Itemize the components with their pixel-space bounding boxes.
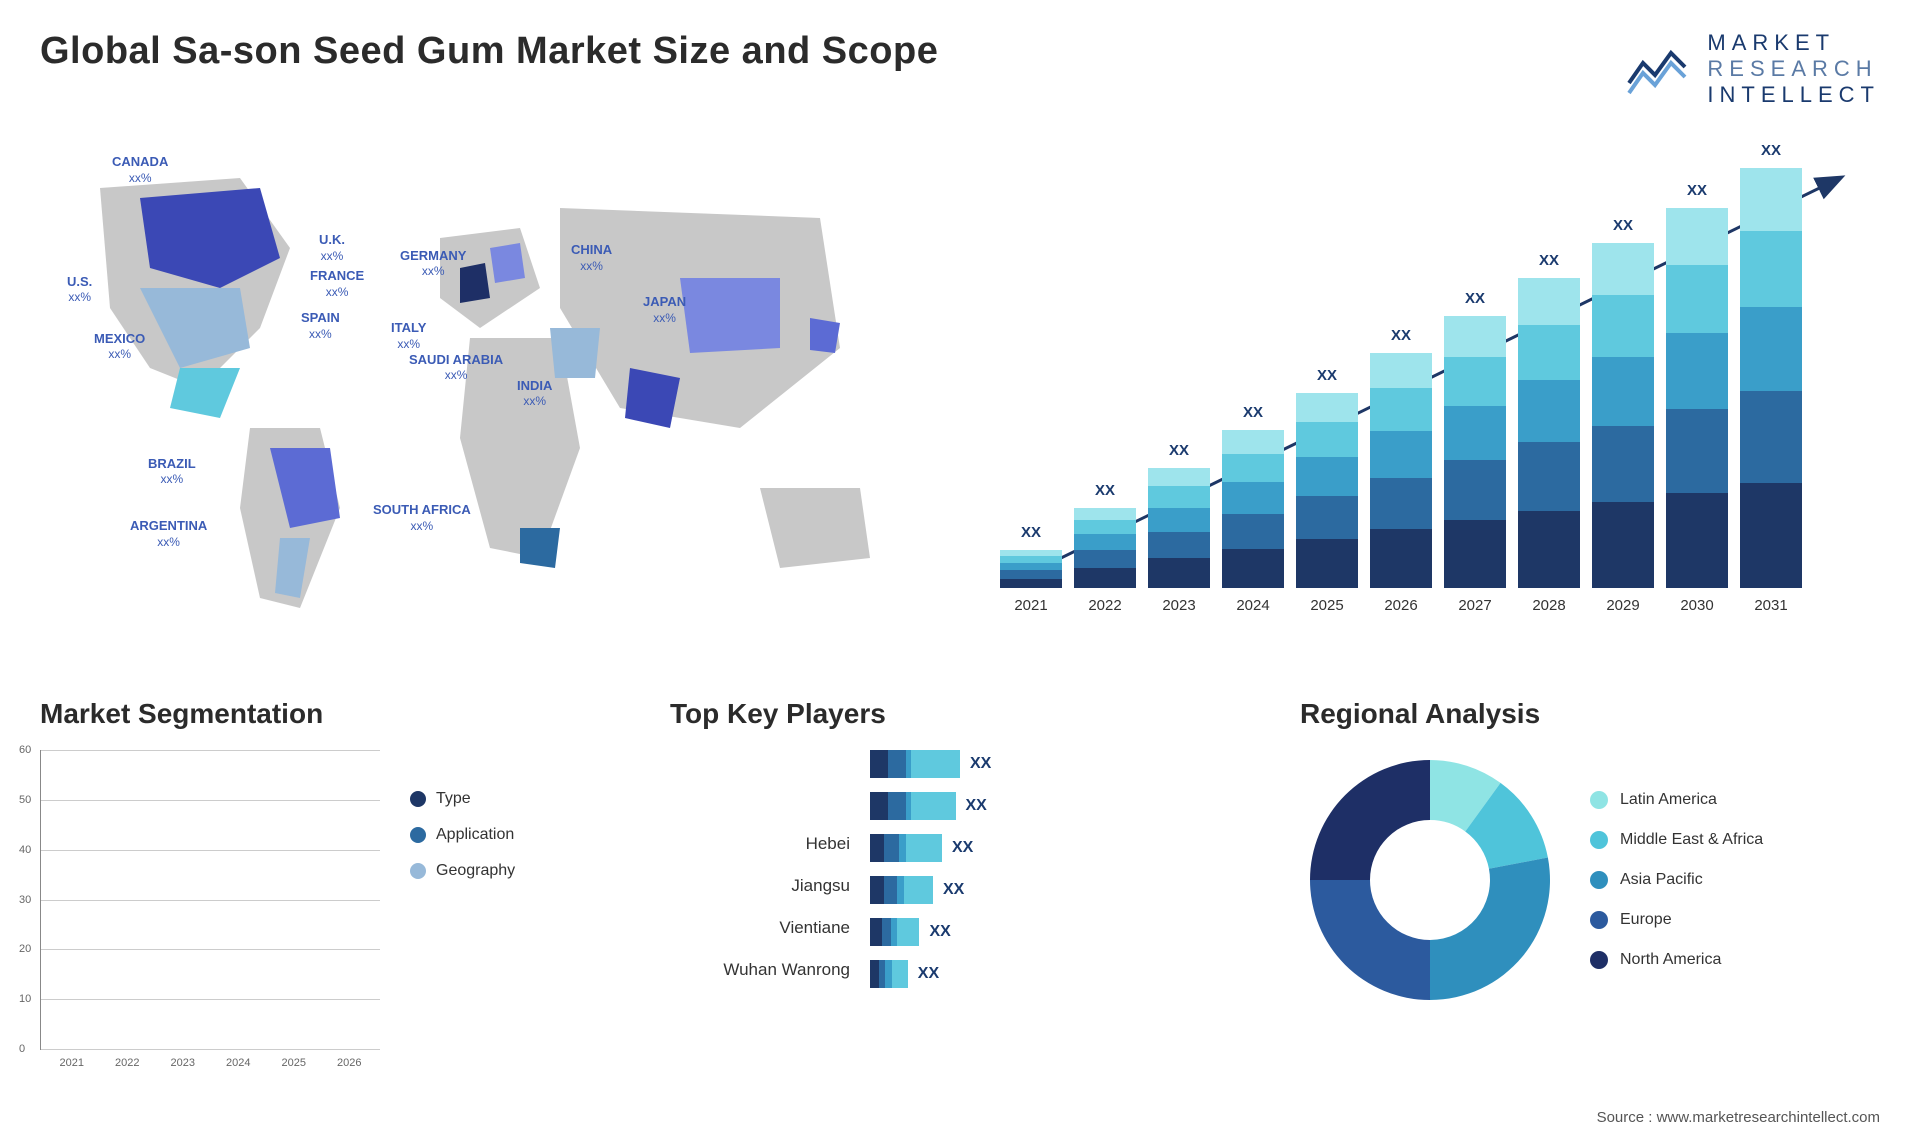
- country-label: U.S.xx%: [67, 274, 92, 305]
- logo-line3: INTELLECT: [1707, 82, 1880, 108]
- growth-bar: XX2023: [1148, 468, 1210, 588]
- growth-bar: XX2031: [1740, 168, 1802, 588]
- source-text: Source : www.marketresearchintellect.com: [1597, 1109, 1880, 1126]
- players-panel: Top Key Players Hebei Jiangsu Vientiane Wuh…: [670, 698, 1250, 1050]
- country-label: SAUDI ARABIAxx%: [409, 352, 503, 383]
- country-label: CANADAxx%: [112, 154, 168, 185]
- country-label: U.K.xx%: [319, 232, 345, 263]
- player-bars: XX XX XX XX XX XX: [870, 750, 1250, 988]
- segmentation-chart: 202120222023202420252026 0102030405060: [40, 750, 380, 1050]
- growth-bar: XX2021: [1000, 550, 1062, 588]
- growth-bar: XX2025: [1296, 393, 1358, 588]
- world-map: CANADAxx% U.S.xx% MEXICOxx% BRAZILxx% ARGENT…: [40, 128, 940, 648]
- legend-item: Latin America: [1590, 791, 1763, 809]
- regional-panel: Regional Analysis Latin America Middle Ea…: [1300, 698, 1880, 1050]
- legend-item: Middle East & Africa: [1590, 831, 1763, 849]
- country-label: CHINAxx%: [571, 242, 612, 273]
- legend-item: Europe: [1590, 911, 1763, 929]
- player-label: Jiangsu: [670, 876, 850, 896]
- player-label: Hebei: [670, 834, 850, 854]
- growth-bar: XX2030: [1666, 208, 1728, 588]
- regional-legend: Latin America Middle East & Africa Asia Pa…: [1590, 791, 1763, 969]
- country-label: INDIAxx%: [517, 378, 552, 409]
- player-labels: Hebei Jiangsu Vientiane Wuhan Wanrong: [670, 750, 850, 988]
- world-map-svg: [40, 128, 940, 648]
- player-bar-row: XX: [870, 918, 1250, 946]
- segmentation-title: Market Segmentation: [40, 698, 620, 730]
- logo-icon: [1625, 39, 1695, 99]
- legend-item: Application: [410, 826, 515, 844]
- growth-bar: XX2029: [1592, 243, 1654, 588]
- segmentation-panel: Market Segmentation 20212022202320242025…: [40, 698, 620, 1050]
- country-label: BRAZILxx%: [148, 456, 196, 487]
- player-label: Vientiane: [670, 918, 850, 938]
- growth-bar: XX2024: [1222, 430, 1284, 588]
- segmentation-legend: Type Application Geography: [410, 750, 515, 1050]
- logo-line2: RESEARCH: [1707, 56, 1880, 82]
- growth-bar-chart: XX2021XX2022XX2023XX2024XX2025XX2026XX20…: [980, 128, 1880, 648]
- player-bar-row: XX: [870, 960, 1250, 988]
- country-label: ARGENTINAxx%: [130, 518, 207, 549]
- legend-item: North America: [1590, 951, 1763, 969]
- country-label: GERMANYxx%: [400, 248, 466, 279]
- logo-line1: MARKET: [1707, 30, 1880, 56]
- player-bar-row: XX: [870, 876, 1250, 904]
- regional-title: Regional Analysis: [1300, 698, 1880, 730]
- player-bar-row: XX: [870, 834, 1250, 862]
- country-label: FRANCExx%: [310, 268, 364, 299]
- players-title: Top Key Players: [670, 698, 1250, 730]
- growth-bar: XX2028: [1518, 278, 1580, 588]
- donut-chart: [1300, 750, 1560, 1010]
- country-label: MEXICOxx%: [94, 331, 145, 362]
- country-label: ITALYxx%: [391, 320, 426, 351]
- donut-slice: [1310, 880, 1430, 1000]
- growth-bar: XX2026: [1370, 353, 1432, 588]
- growth-bar: XX2027: [1444, 316, 1506, 588]
- player-bar-row: XX: [870, 792, 1250, 820]
- player-label: Wuhan Wanrong: [670, 960, 850, 980]
- brand-logo: MARKET RESEARCH INTELLECT: [1625, 30, 1880, 108]
- legend-item: Asia Pacific: [1590, 871, 1763, 889]
- country-label: SPAINxx%: [301, 310, 340, 341]
- donut-slice: [1310, 760, 1430, 880]
- page-title: Global Sa-son Seed Gum Market Size and S…: [40, 30, 938, 73]
- legend-item: Geography: [410, 862, 515, 880]
- country-label: SOUTH AFRICAxx%: [373, 502, 471, 533]
- player-bar-row: XX: [870, 750, 1250, 778]
- growth-bar: XX2022: [1074, 508, 1136, 588]
- donut-slice: [1430, 858, 1550, 1000]
- legend-item: Type: [410, 790, 515, 808]
- country-label: JAPANxx%: [643, 294, 686, 325]
